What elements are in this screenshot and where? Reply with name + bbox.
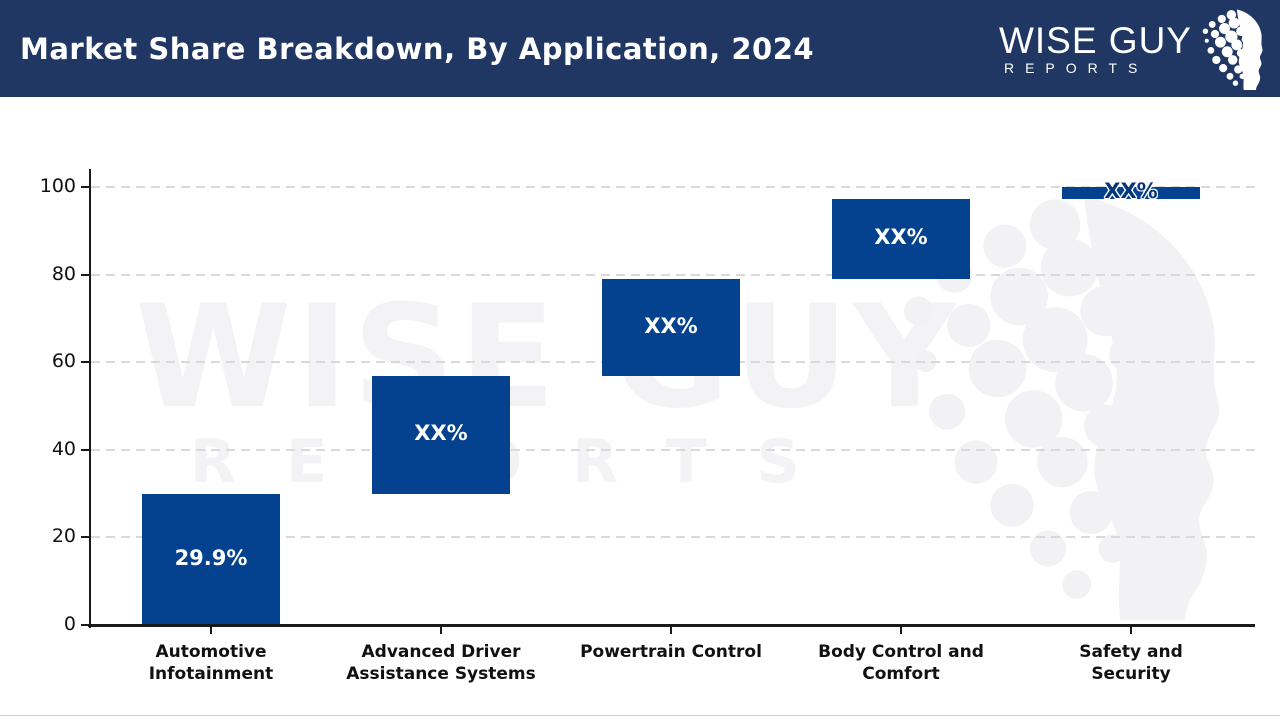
y-axis-tick [81,186,90,188]
gridline [91,273,1255,276]
bar-value-label: XX% [874,225,928,250]
y-axis-tick [81,273,90,276]
category-label-line: Automotive [155,642,267,662]
category-label-line: Comfort [862,664,940,685]
category-label: Automotive Infotainment [96,641,326,685]
chart-title: Market Share Breakdown, By Application, … [20,31,815,66]
gridline [91,536,1255,539]
y-tick-label: 0 [63,613,76,635]
category-label: Body Control and Comfort [786,641,1016,685]
y-tick-label: 100 [39,175,76,197]
y-tick-label: 60 [51,350,76,373]
x-axis-tick [900,627,902,634]
x-axis-tick [1130,627,1132,634]
y-tick-label: 80 [51,262,76,285]
category-label-line: Assistance Systems [346,664,536,685]
category-label: Safety and Security [1016,641,1246,685]
y-axis-line [89,169,91,628]
category-label-line: Safety and [1079,642,1183,662]
x-axis-tick [210,627,212,634]
gridline [91,186,1255,188]
y-axis-tick [81,536,90,539]
category-label: Powertrain Control [556,641,786,663]
bar-value-label: XX% [1104,179,1158,204]
bar-value-label: 29.9% [174,545,248,570]
header-bar: Market Share Breakdown, By Application, … [0,0,1280,97]
category-label-line: Advanced Driver [361,642,521,662]
logo-wordmark: WISE GUY [998,19,1192,61]
bottom-rule [0,715,1280,716]
category-label-line: Powertrain Control [580,642,762,662]
bar [602,278,740,377]
category-label-line: Security [1091,664,1171,685]
wiseguy-logo: WISE GUY REPORTS [999,8,1266,90]
y-axis-tick [81,361,90,364]
bar [372,376,510,495]
bar-value-label: XX% [644,313,698,338]
chart-area: WISE GUY REPORTS 0 20 40 60 80 100 29.9% Automo… [0,97,1280,717]
y-tick-label: 20 [51,525,76,548]
gridline [91,448,1255,451]
y-tick-label: 40 [51,437,76,460]
category-label-line: Body Control and [818,642,984,662]
category-label: Advanced Driver Assistance Systems [326,641,556,685]
x-axis-line [88,624,1255,627]
plot-region: 0 20 40 60 80 100 29.9% Automotive Infotainment X… [0,97,1280,717]
bar-value-label: XX% [414,421,468,446]
logo-head-icon [1202,9,1263,90]
logo-tagline: REPORTS [1003,60,1149,77]
logo-text: WISE GUY REPORTS [998,19,1192,77]
y-axis-tick [81,624,90,626]
x-axis-tick [670,627,672,634]
category-label-line: Infotainment [148,664,274,685]
bar [142,494,280,625]
y-axis-tick [81,448,90,451]
x-axis-tick [440,627,442,634]
